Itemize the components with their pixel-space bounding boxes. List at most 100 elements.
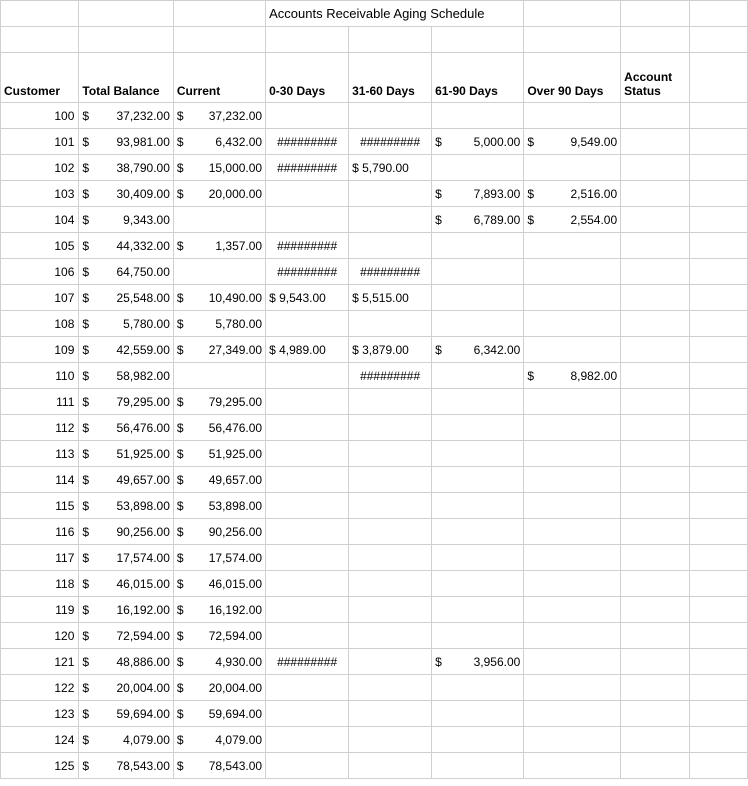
cell-31-60-days: [349, 467, 432, 493]
cell-61-90-days: $6,789.00: [432, 207, 524, 233]
cell-customer: 121: [1, 649, 79, 675]
cell-customer: 108: [1, 311, 79, 337]
cell-over-90-days: [524, 389, 621, 415]
cell-0-30-days: [266, 441, 349, 467]
cell-31-60-days: [349, 623, 432, 649]
cell-account-status: [621, 441, 690, 467]
cell-0-30-days: #########: [266, 649, 349, 675]
cell-customer: 103: [1, 181, 79, 207]
cell-0-30-days: #########: [266, 233, 349, 259]
cell-customer: 124: [1, 727, 79, 753]
cell-total-balance: $53,898.00: [79, 493, 174, 519]
cell-current: $59,694.00: [173, 701, 265, 727]
cell-61-90-days: [432, 103, 524, 129]
table-row: 113$51,925.00$51,925.00: [1, 441, 748, 467]
cell-31-60-days: [349, 545, 432, 571]
cell-61-90-days: [432, 441, 524, 467]
cell-0-30-days: [266, 519, 349, 545]
table-row: 116$90,256.00$90,256.00: [1, 519, 748, 545]
cell-account-status: [621, 363, 690, 389]
cell-61-90-days: [432, 493, 524, 519]
cell-over-90-days: [524, 597, 621, 623]
cell-61-90-days: [432, 545, 524, 571]
cell-customer: 100: [1, 103, 79, 129]
cell-customer: 115: [1, 493, 79, 519]
cell-over-90-days: [524, 623, 621, 649]
cell-account-status: [621, 207, 690, 233]
cell-31-60-days: #########: [349, 363, 432, 389]
cell-extra: [690, 519, 748, 545]
cell-current: $79,295.00: [173, 389, 265, 415]
table-row: 101$93,981.00$6,432.00##################…: [1, 129, 748, 155]
cell-current: $51,925.00: [173, 441, 265, 467]
cell-customer: 125: [1, 753, 79, 779]
cell-customer: 122: [1, 675, 79, 701]
cell-over-90-days: [524, 103, 621, 129]
table-row: 120$72,594.00$72,594.00: [1, 623, 748, 649]
cell-extra: [690, 311, 748, 337]
cell-total-balance: $38,790.00: [79, 155, 174, 181]
cell-customer: 101: [1, 129, 79, 155]
cell-over-90-days: [524, 493, 621, 519]
cell-31-60-days: [349, 181, 432, 207]
cell-61-90-days: $7,893.00: [432, 181, 524, 207]
cell-total-balance: $37,232.00: [79, 103, 174, 129]
cell-total-balance: $58,982.00: [79, 363, 174, 389]
cell-current: $46,015.00: [173, 571, 265, 597]
cell-total-balance: $59,694.00: [79, 701, 174, 727]
cell-total-balance: $16,192.00: [79, 597, 174, 623]
cell-over-90-days: [524, 649, 621, 675]
cell-extra: [690, 259, 748, 285]
cell-over-90-days: [524, 675, 621, 701]
cell-account-status: [621, 597, 690, 623]
cell-account-status: [621, 311, 690, 337]
cell-total-balance: $93,981.00: [79, 129, 174, 155]
table-row: 123$59,694.00$59,694.00: [1, 701, 748, 727]
table-row: 107$25,548.00$10,490.00$ 9,543.00$ 5,515…: [1, 285, 748, 311]
cell-0-30-days: $ 4,989.00: [266, 337, 349, 363]
cell-current: $56,476.00: [173, 415, 265, 441]
title-row: Accounts Receivable Aging Schedule: [1, 1, 748, 27]
cell-0-30-days: #########: [266, 129, 349, 155]
cell-0-30-days: [266, 753, 349, 779]
cell-total-balance: $48,886.00: [79, 649, 174, 675]
cell-account-status: [621, 467, 690, 493]
cell-current: $4,079.00: [173, 727, 265, 753]
cell-extra: [690, 701, 748, 727]
cell-current: $78,543.00: [173, 753, 265, 779]
table-row: 114$49,657.00$49,657.00: [1, 467, 748, 493]
cell-customer: 117: [1, 545, 79, 571]
cell-customer: 119: [1, 597, 79, 623]
col-header-over-90-days: Over 90 Days: [524, 53, 621, 103]
cell-extra: [690, 753, 748, 779]
cell-0-30-days: [266, 727, 349, 753]
cell-61-90-days: [432, 623, 524, 649]
cell-61-90-days: [432, 415, 524, 441]
cell-61-90-days: $5,000.00: [432, 129, 524, 155]
cell-31-60-days: [349, 753, 432, 779]
cell-extra: [690, 545, 748, 571]
cell-account-status: [621, 519, 690, 545]
cell-extra: [690, 493, 748, 519]
cell-account-status: [621, 493, 690, 519]
table-row: 106$64,750.00##################: [1, 259, 748, 285]
cell-extra: [690, 467, 748, 493]
header-row: Customer Total Balance Current 0-30 Days…: [1, 53, 748, 103]
cell-31-60-days: [349, 649, 432, 675]
cell-0-30-days: [266, 675, 349, 701]
cell-extra: [690, 337, 748, 363]
cell-61-90-days: [432, 155, 524, 181]
cell-over-90-days: [524, 545, 621, 571]
cell-31-60-days: [349, 311, 432, 337]
cell-customer: 111: [1, 389, 79, 415]
cell-account-status: [621, 181, 690, 207]
cell-over-90-days: [524, 415, 621, 441]
cell-over-90-days: [524, 467, 621, 493]
cell-customer: 120: [1, 623, 79, 649]
cell-extra: [690, 389, 748, 415]
cell-extra: [690, 181, 748, 207]
cell-current: $49,657.00: [173, 467, 265, 493]
cell-account-status: [621, 415, 690, 441]
cell-customer: 110: [1, 363, 79, 389]
cell-61-90-days: [432, 675, 524, 701]
